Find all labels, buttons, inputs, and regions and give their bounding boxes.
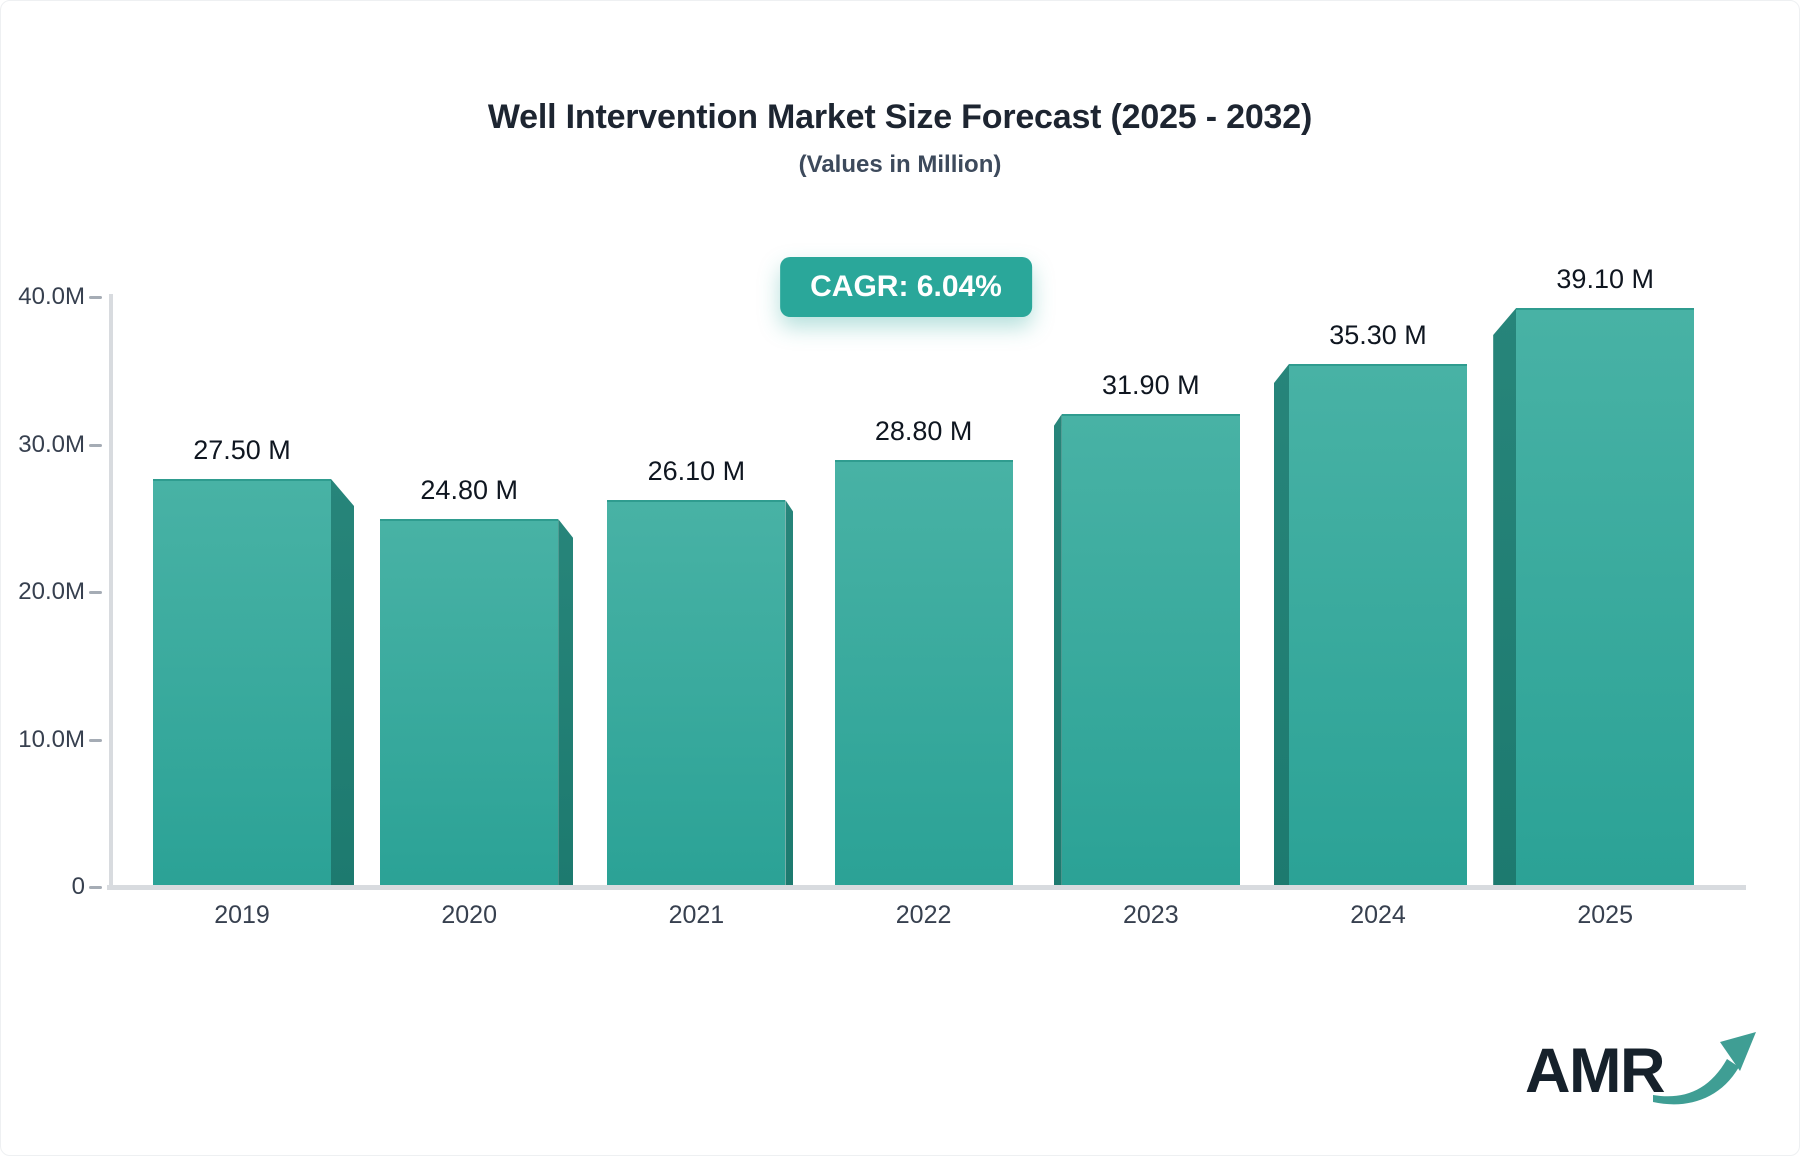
chart-title: Well Intervention Market Size Forecast (… [487,98,1313,136]
x-tick-label-2021: 2021 [668,901,725,929]
y-axis-line [109,294,113,887]
x-axis-baseline [107,885,1746,890]
bar-side-face-2025 [1493,308,1517,885]
chart-subtitle: (Values in Million) [798,151,1002,178]
y-tick-mark [89,738,102,742]
bar-value-label-2023: 31.90 M [1102,370,1200,400]
bar-2022 [834,460,1013,885]
amr-logo-text: AMR [1525,1036,1665,1106]
x-tick-label-2023: 2023 [1122,901,1179,929]
x-tick-label-2019: 2019 [214,901,270,929]
bar-2020 [380,519,559,885]
x-tick-label-2022: 2022 [895,901,952,929]
growth-arrow-icon [1653,1032,1756,1105]
y-tick-label-0: 0 [71,873,85,900]
y-tick-mark [89,443,102,447]
amr-logo: AMR [1525,1029,1775,1121]
y-tick-mark [89,886,102,889]
bar-value-label-2020: 24.80 M [420,475,518,505]
y-tick-label-30.0M: 30.0M [18,430,85,458]
bar-value-label-2025: 39.10 M [1556,264,1654,294]
bar-value-label-2021: 26.10 M [647,456,746,486]
bar-value-label-2024: 35.30 M [1329,320,1427,350]
bar-side-face-2023 [1053,414,1062,885]
y-tick-mark [89,296,102,299]
bar-2023 [1061,414,1240,885]
y-tick-label-40.0M: 40.0M [18,283,85,310]
bar-value-label-2022: 28.80 M [874,416,973,446]
bar-side-face-2024 [1274,364,1289,885]
y-tick-label-10.0M: 10.0M [18,725,85,753]
x-tick-label-2025: 2025 [1577,901,1633,929]
bar-side-face-2019 [331,479,354,885]
bar-value-label-2019: 27.50 M [193,435,291,465]
bar-side-face-2021 [785,500,794,885]
cagr-badge: CAGR: 6.04% [780,257,1032,317]
x-tick-label-2024: 2024 [1350,901,1406,929]
bar-side-face-2020 [558,519,574,885]
y-tick-mark [89,591,102,594]
bar-2025 [1516,308,1695,885]
bar-2024 [1289,364,1467,885]
x-tick-label-2020: 2020 [441,901,497,929]
bar-2021 [607,500,786,885]
bar-2019 [153,479,331,885]
y-tick-label-20.0M: 20.0M [18,578,85,605]
